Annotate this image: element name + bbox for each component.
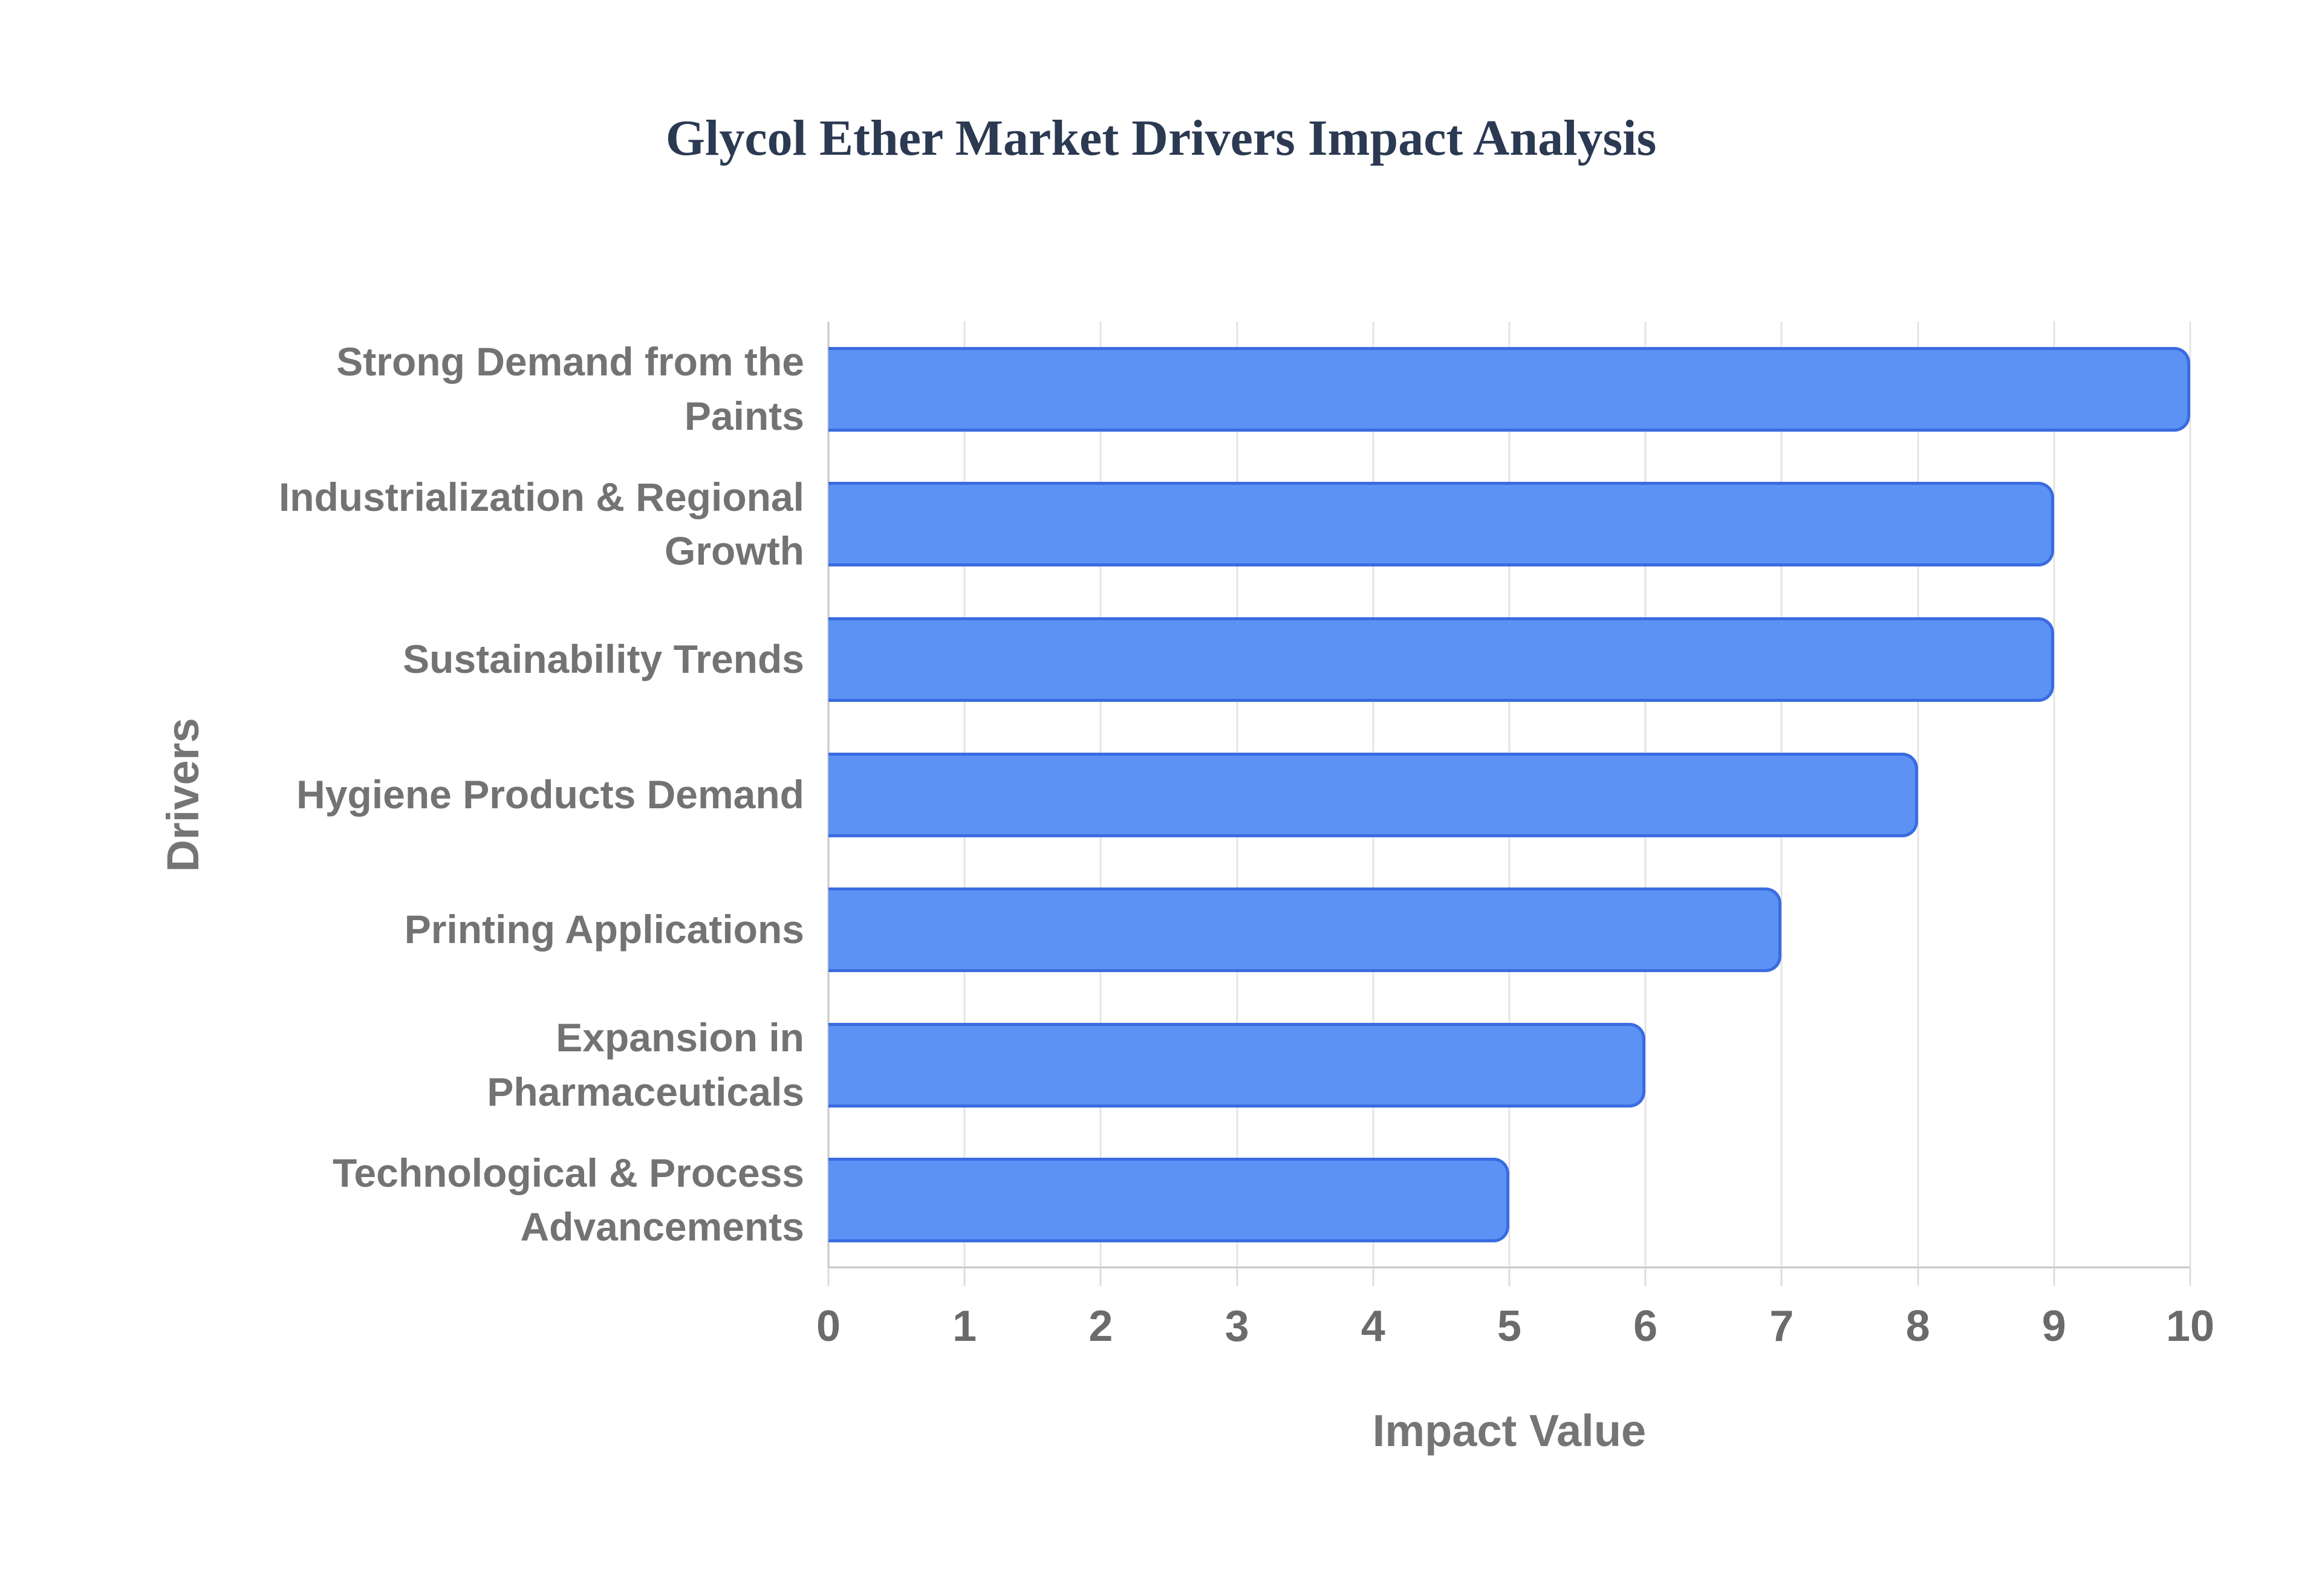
x-axis-tickmark xyxy=(2189,1268,2191,1286)
x-tick-label: 7 xyxy=(1769,1302,1794,1351)
category-label: Strong Demand from the Paints xyxy=(336,339,804,438)
category-label: Expansion in Pharmaceuticals xyxy=(487,1014,804,1114)
x-tick-label: 2 xyxy=(1088,1302,1113,1351)
category-axis-labels: Strong Demand from the Paints Industriali… xyxy=(230,322,804,1268)
category-row: Expansion in Pharmaceuticals xyxy=(230,997,804,1133)
category-label: Technological & Process Advancements xyxy=(332,1150,804,1250)
bar-row xyxy=(828,997,2190,1133)
x-tick-label: 0 xyxy=(816,1302,841,1351)
category-row: Sustainability Trends xyxy=(230,592,804,727)
bar xyxy=(828,1158,1509,1243)
bar xyxy=(828,346,2190,432)
bar-row xyxy=(828,862,2190,997)
chart-title: Glycol Ether Market Drivers Impact Analy… xyxy=(665,110,1657,166)
bar-series xyxy=(828,322,2190,1268)
x-tick-label: 6 xyxy=(1633,1302,1658,1351)
category-label: Industrialization & Regional Growth xyxy=(278,474,804,574)
gridline xyxy=(2053,322,2055,1268)
plot-area xyxy=(827,322,2191,1286)
category-row: Printing Applications xyxy=(230,862,804,997)
category-label: Printing Applications xyxy=(404,907,804,952)
x-axis-tickmark xyxy=(1372,1268,1374,1286)
x-tick-label: 4 xyxy=(1361,1302,1385,1351)
x-axis-tickmark xyxy=(963,1268,966,1286)
bar-row xyxy=(828,592,2190,727)
gridline xyxy=(1917,322,1919,1268)
bar xyxy=(828,887,1782,973)
category-label: Hygiene Products Demand xyxy=(296,771,804,817)
bar xyxy=(828,482,2054,567)
category-row: Industrialization & Regional Growth xyxy=(230,457,804,592)
bar xyxy=(828,617,2054,702)
x-tick-label: 8 xyxy=(1905,1302,1930,1351)
category-row: Technological & Process Advancements xyxy=(230,1132,804,1268)
bar-row xyxy=(828,1132,2190,1268)
bar xyxy=(828,752,1918,837)
gridline xyxy=(2189,322,2191,1268)
bar-row xyxy=(828,457,2190,592)
x-axis-title: Impact Value xyxy=(1372,1406,1647,1456)
x-axis-tickmark xyxy=(2053,1268,2055,1286)
x-tick-label: 1 xyxy=(952,1302,977,1351)
x-axis-tickmark xyxy=(1780,1268,1783,1286)
x-axis-tickmark xyxy=(1236,1268,1238,1286)
bar-row xyxy=(828,727,2190,863)
bar xyxy=(828,1022,1646,1108)
x-axis-tickmark xyxy=(1508,1268,1511,1286)
category-label: Sustainability Trends xyxy=(403,637,804,682)
category-row: Hygiene Products Demand xyxy=(230,727,804,863)
x-axis-tickmark xyxy=(1099,1268,1102,1286)
y-axis-title: Drivers xyxy=(158,718,208,872)
x-axis-tickmark xyxy=(1644,1268,1647,1286)
x-axis-tickmark xyxy=(827,1268,830,1286)
x-tick-labels: 0 1 2 3 4 5 6 7 8 9 10 xyxy=(816,1302,2214,1353)
x-axis-tickmark xyxy=(1917,1268,1919,1286)
x-axis-line xyxy=(828,1267,2190,1268)
x-tick-label: 5 xyxy=(1497,1302,1522,1351)
x-tick-label: 9 xyxy=(2041,1302,2066,1351)
category-row: Strong Demand from the Paints xyxy=(230,322,804,457)
bar-row xyxy=(828,322,2190,457)
x-tick-label: 10 xyxy=(2165,1302,2215,1351)
x-tick-label: 3 xyxy=(1224,1302,1249,1351)
